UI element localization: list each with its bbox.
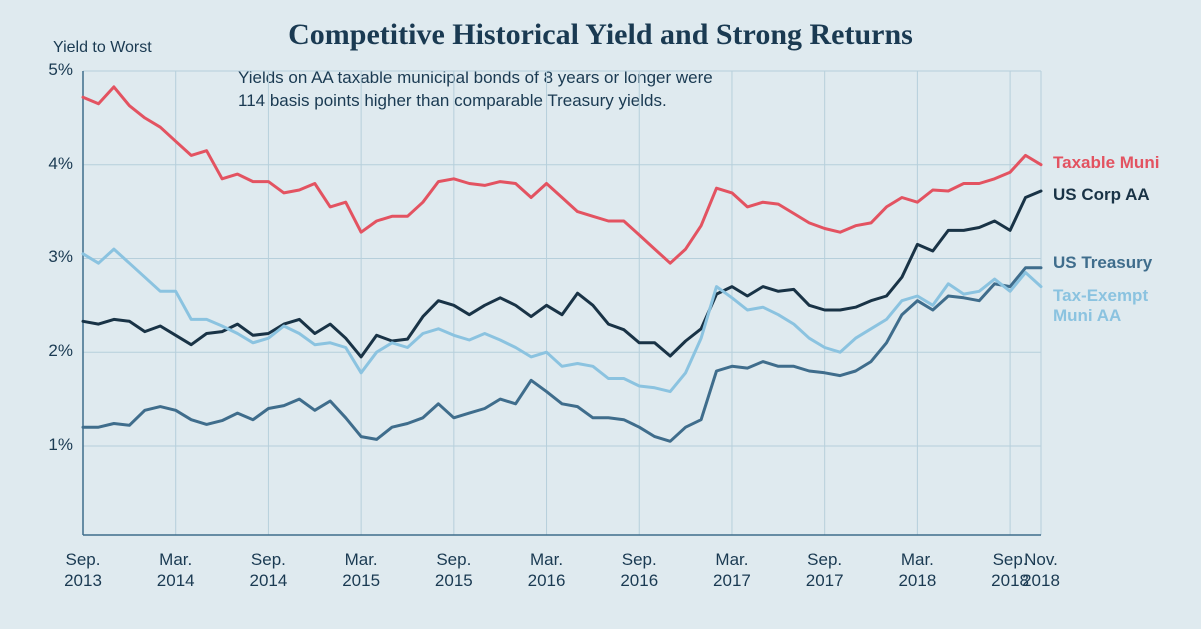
series-label-us-corp-aa: US Corp AA [1053, 185, 1150, 205]
x-tick-label: Sep. 2014 [223, 549, 313, 592]
x-tick-label: Mar. 2016 [502, 549, 592, 592]
y-tick-label: 4% [0, 154, 73, 174]
series-label-tax-exempt-muni-aa: Tax-Exempt Muni AA [1053, 286, 1148, 325]
x-tick-label: Sep. 2013 [38, 549, 128, 592]
series-line-taxable-muni [83, 87, 1041, 263]
y-tick-label: 5% [0, 60, 73, 80]
x-tick-label: Nov. 2018 [996, 549, 1086, 592]
series-line-us-corp-aa [83, 191, 1041, 357]
series-line-us-treasury [83, 268, 1041, 442]
x-tick-label: Mar. 2017 [687, 549, 777, 592]
x-tick-label: Sep. 2015 [409, 549, 499, 592]
y-tick-label: 1% [0, 435, 73, 455]
x-tick-label: Sep. 2017 [780, 549, 870, 592]
x-tick-label: Mar. 2018 [872, 549, 962, 592]
x-tick-label: Sep. 2016 [594, 549, 684, 592]
y-tick-label: 3% [0, 247, 73, 267]
x-tick-label: Mar. 2014 [131, 549, 221, 592]
chart-plot [0, 0, 1201, 629]
y-tick-label: 2% [0, 341, 73, 361]
x-tick-label: Mar. 2015 [316, 549, 406, 592]
series-label-taxable-muni: Taxable Muni [1053, 153, 1159, 173]
series-label-us-treasury: US Treasury [1053, 253, 1152, 273]
